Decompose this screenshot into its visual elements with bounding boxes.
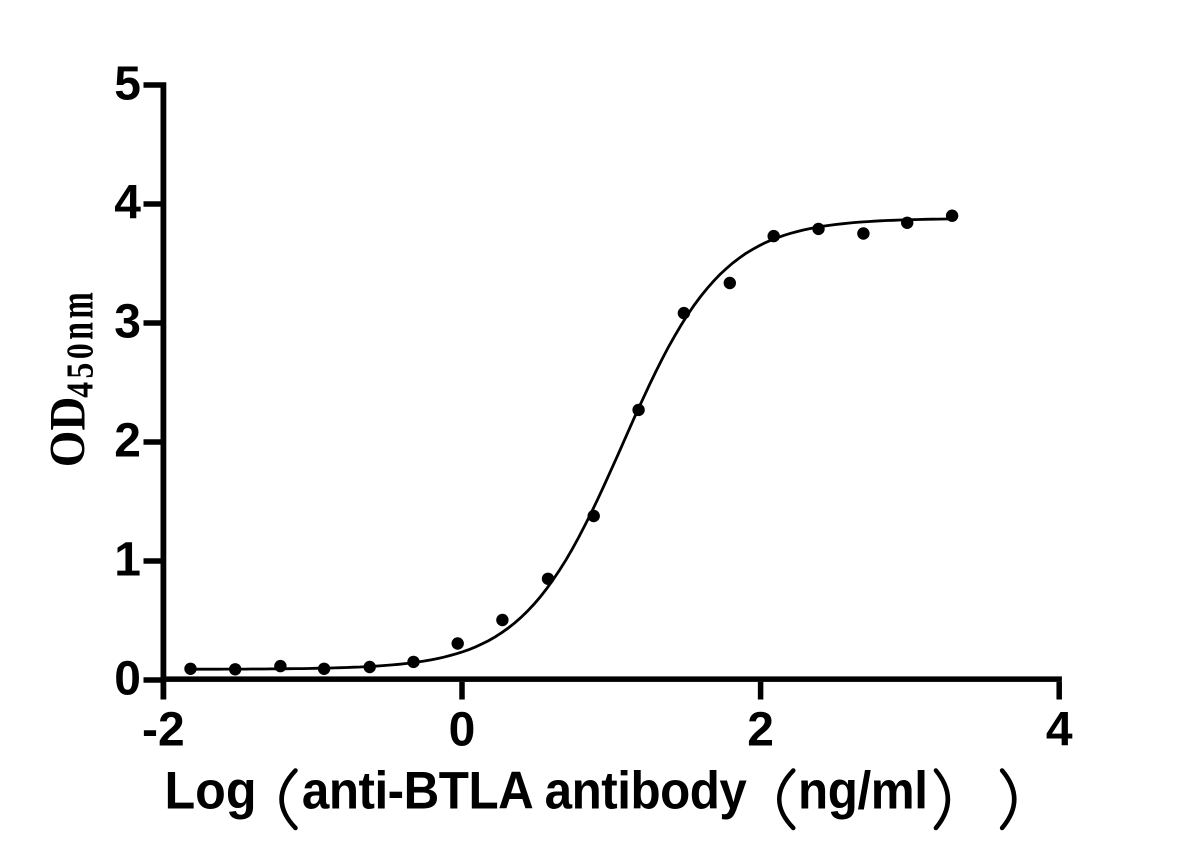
- svg-text:5: 5: [114, 58, 141, 111]
- svg-text:4: 4: [114, 177, 141, 230]
- svg-text:450: 450: [59, 340, 102, 398]
- svg-text:2: 2: [747, 703, 774, 756]
- svg-text:ng/ml: ng/ml: [798, 761, 928, 820]
- svg-text:3: 3: [114, 296, 141, 349]
- svg-text:-2: -2: [142, 703, 185, 756]
- svg-text:0: 0: [449, 703, 476, 756]
- svg-text:anti-BTLA antibody: anti-BTLA antibody: [302, 761, 748, 820]
- svg-text:2: 2: [114, 415, 141, 468]
- svg-text:nm: nm: [50, 289, 103, 340]
- svg-text:4: 4: [1046, 703, 1073, 756]
- svg-text:OD: OD: [39, 397, 96, 468]
- svg-text:1: 1: [114, 534, 141, 587]
- svg-text:Log: Log: [165, 761, 257, 820]
- svg-text:0: 0: [114, 653, 141, 706]
